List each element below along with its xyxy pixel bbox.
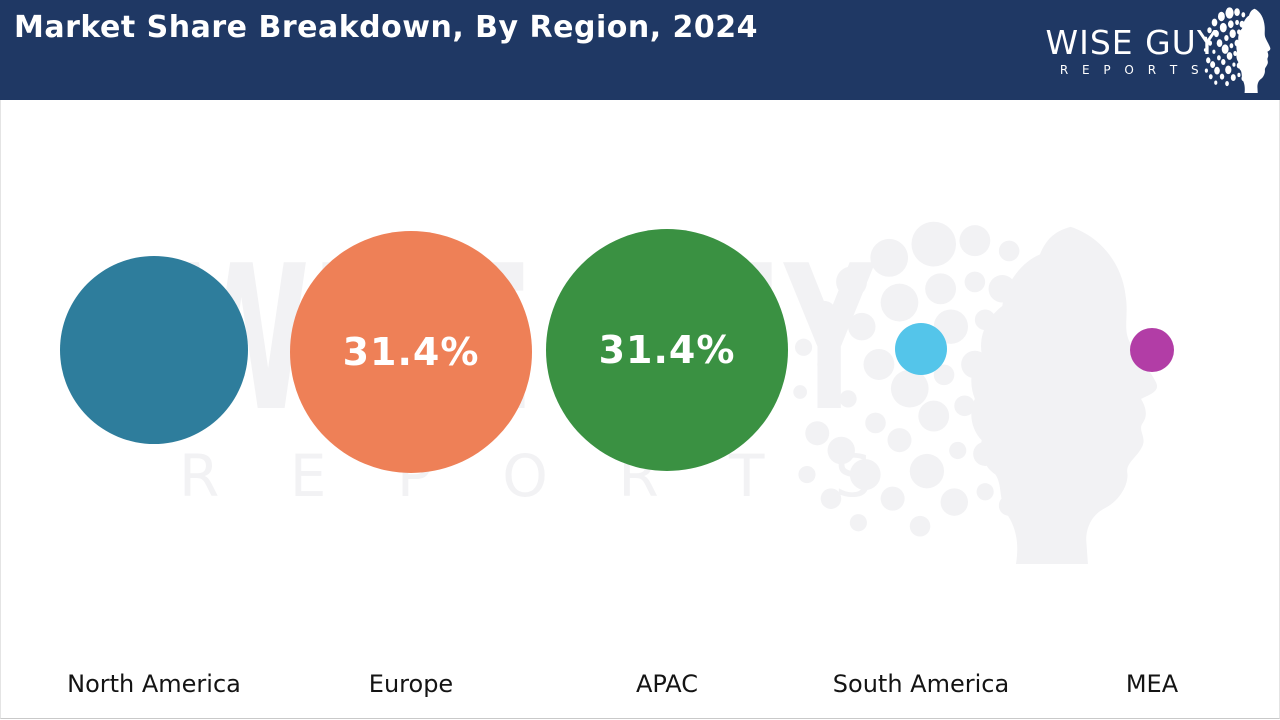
logo-subtitle: R E P O R T S: [1059, 63, 1204, 77]
bubble-value-label: 31.4%: [342, 330, 480, 374]
logo-wordmark: WISE GUY: [1045, 23, 1218, 62]
bubble-north-america: [60, 256, 248, 444]
watermark-head-profile-dots-icon: [783, 220, 1177, 564]
wise-guy-logo: WISE GUY R E P O R T S: [1045, 4, 1274, 96]
bubble-mea: [1130, 328, 1174, 372]
category-label-apac: APAC: [635, 670, 699, 698]
category-label-europe: Europe: [368, 670, 454, 698]
bubble-value-label: 31.4%: [598, 328, 736, 372]
bubble-europe: 31.4%: [290, 231, 532, 473]
logo-text: WISE GUY R E P O R T S: [1045, 23, 1218, 77]
bubble-south-america: [895, 323, 947, 375]
bubble-apac: 31.4%: [546, 229, 788, 471]
watermark-subtitle: R E P O R T S: [179, 442, 898, 510]
category-label-mea: MEA: [1125, 670, 1179, 698]
category-label-south-america: South America: [832, 670, 1010, 698]
head-profile-dots-icon: [1202, 7, 1274, 93]
category-label-north-america: North America: [67, 670, 241, 698]
header: Market Share Breakdown, By Region, 2024 …: [0, 0, 1280, 100]
chart-area: WISE GUY R E P O R T S 31.4%31.4% North …: [0, 100, 1280, 719]
page-title: Market Share Breakdown, By Region, 2024: [14, 10, 759, 45]
